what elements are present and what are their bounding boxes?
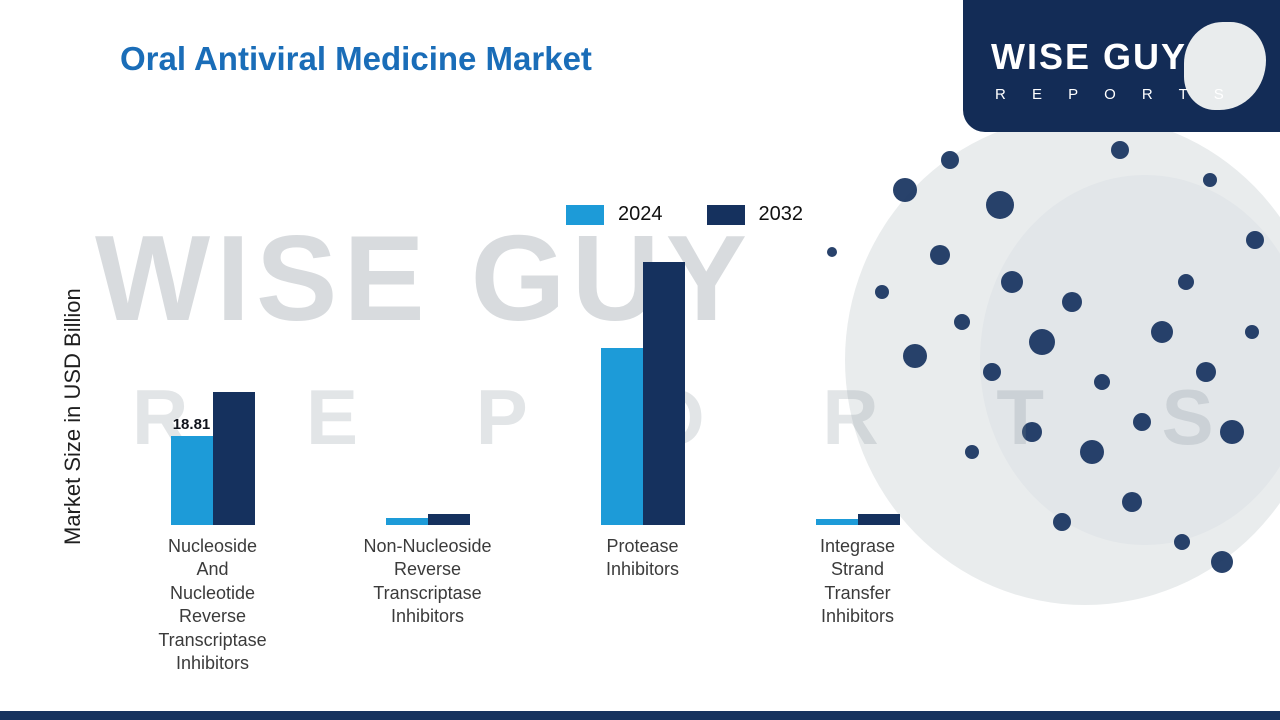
decorative-dot <box>875 285 889 299</box>
bars-row <box>815 240 900 525</box>
bar-group: Non-Nucleoside Reverse Transcriptase Inh… <box>320 240 535 675</box>
decorative-dot <box>1080 440 1104 464</box>
category-label: Protease Inhibitors <box>605 536 680 580</box>
bar-wrap <box>642 262 685 525</box>
category-label: Integrase Strand Transfer Inhibitors <box>819 536 896 627</box>
bar-wrap <box>857 514 900 525</box>
bar-wrap: 18.81 <box>170 416 213 525</box>
decorative-dot <box>965 445 979 459</box>
bar-2032 <box>427 514 470 525</box>
decorative-dot <box>1245 325 1259 339</box>
bar-2032 <box>857 514 900 525</box>
bars-row <box>385 240 470 525</box>
bar-2032 <box>212 392 255 525</box>
decorative-dot <box>1053 513 1071 531</box>
decorative-dot <box>1151 321 1173 343</box>
decorative-dot <box>1203 173 1217 187</box>
bar-2032 <box>642 262 685 525</box>
decorative-dot <box>930 245 950 265</box>
decorative-dot <box>1133 413 1151 431</box>
bar-value-label: 18.81 <box>172 416 211 433</box>
decorative-dot <box>893 178 917 202</box>
category-label: Non-Nucleoside Reverse Transcriptase Inh… <box>363 536 492 627</box>
decorative-dot <box>1220 420 1244 444</box>
chart-title: Oral Antiviral Medicine Market <box>120 40 592 77</box>
decorative-dot <box>827 247 837 257</box>
bar-wrap <box>815 519 858 525</box>
decorative-dot <box>986 191 1014 219</box>
bar-wrap <box>385 518 428 525</box>
bar-2024 <box>600 348 643 525</box>
bar-group: Protease Inhibitors <box>535 240 750 675</box>
bar-wrap <box>600 348 643 525</box>
legend-item-2024: 2024 <box>566 203 663 226</box>
legend-item-2032: 2032 <box>706 203 804 226</box>
decorative-dot <box>1122 492 1142 512</box>
logo-wise-guy-reports: WISE GUY R E P O R T S <box>963 0 1280 132</box>
decorative-dot <box>1196 362 1216 382</box>
decorative-dot <box>1029 329 1055 355</box>
bars-row <box>600 240 685 525</box>
decorative-dot <box>1022 422 1042 442</box>
legend-swatch-2024 <box>566 204 604 225</box>
legend-swatch-2032 <box>706 204 745 225</box>
decorative-dot <box>1211 551 1233 573</box>
legend-label: 2032 <box>758 203 804 225</box>
decorative-dot <box>983 363 1001 381</box>
bar-2024 <box>170 436 213 525</box>
bar-group: 18.81 Nucleoside And Nucleotide Reverse T… <box>105 240 320 675</box>
decorative-dot <box>1094 374 1110 390</box>
logo-text-line1: WISE GUY <box>991 36 1188 77</box>
legend-label: 2024 <box>618 203 663 225</box>
decorative-dot <box>941 151 959 169</box>
decorative-dot <box>1062 292 1082 312</box>
decorative-dot <box>903 344 927 368</box>
bars-row: 18.81 <box>170 240 255 525</box>
decorative-dot <box>1111 141 1129 159</box>
decorative-dot <box>1246 231 1264 249</box>
y-axis-label: Market Size in USD Billion <box>60 288 85 545</box>
background-circle-inner <box>980 175 1280 545</box>
footer-bar <box>0 711 1280 720</box>
decorative-dot <box>954 314 970 330</box>
bar-2024 <box>385 518 428 525</box>
decorative-dot <box>1001 271 1023 293</box>
legend: 2024 2032 <box>566 203 803 226</box>
bar-chart: 18.81 Nucleoside And Nucleotide Reverse T… <box>105 240 965 675</box>
decorative-dot <box>1174 534 1190 550</box>
bar-group: Integrase Strand Transfer Inhibitors <box>750 240 965 675</box>
logo-text-line2: R E P O R T S <box>995 86 1235 103</box>
category-label: Nucleoside And Nucleotide Reverse Transc… <box>158 536 267 673</box>
decorative-dot <box>1178 274 1194 290</box>
logo-face-icon <box>1184 22 1266 110</box>
bar-wrap <box>427 514 470 525</box>
bar-wrap <box>212 392 255 525</box>
bar-2024 <box>815 519 858 525</box>
